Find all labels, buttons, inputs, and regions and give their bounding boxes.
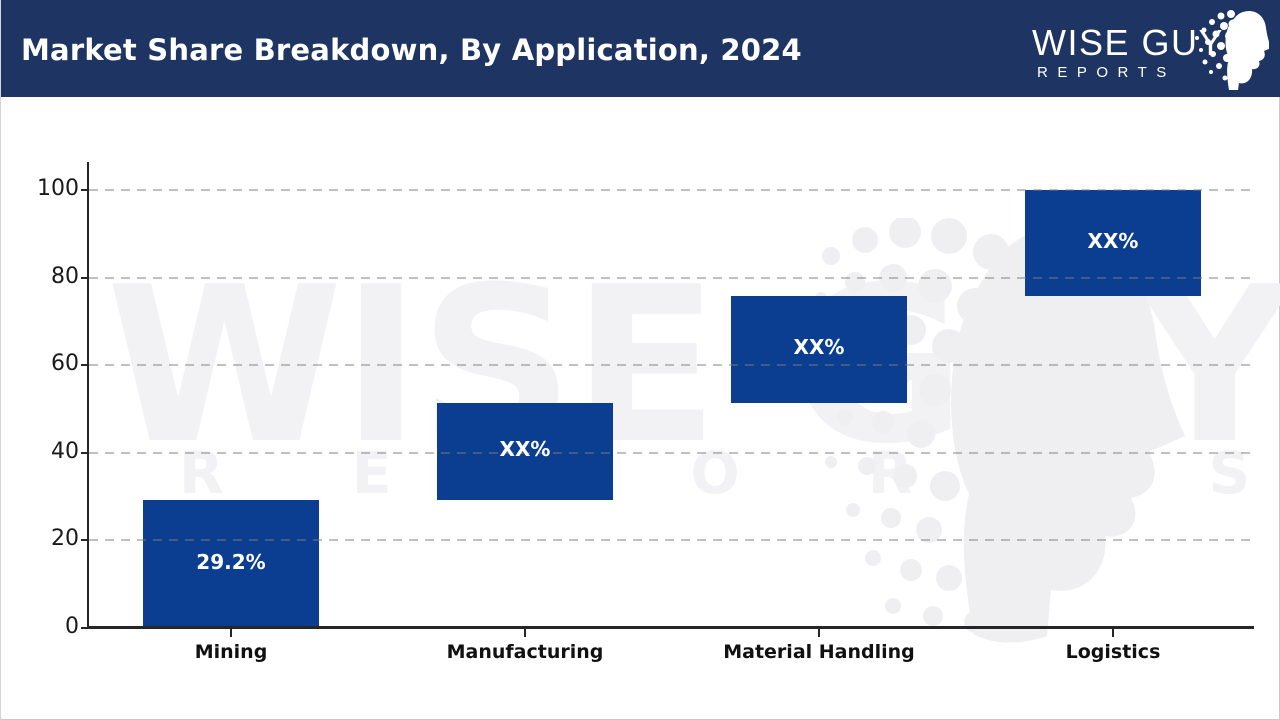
waterfall-bar-mining bbox=[143, 500, 319, 628]
y-axis-tick bbox=[81, 276, 89, 279]
y-axis-tick bbox=[81, 539, 89, 542]
y-axis-tick bbox=[81, 451, 89, 454]
gridline-80 bbox=[89, 276, 1254, 279]
x-axis-tick bbox=[1112, 629, 1114, 637]
bar-value-label: XX% bbox=[1087, 228, 1139, 253]
x-axis-tick bbox=[818, 629, 820, 637]
gridline-20 bbox=[89, 539, 1254, 542]
waterfall-bar-logistics bbox=[1025, 190, 1201, 296]
x-tick-label-mining: Mining bbox=[194, 641, 268, 663]
y-axis-tick bbox=[81, 189, 89, 191]
logo-reports-text: REPORTS bbox=[1037, 64, 1176, 81]
page-title: Market Share Breakdown, By Application, … bbox=[21, 33, 802, 67]
header-bar: Market Share Breakdown, By Application, … bbox=[1, 0, 1280, 97]
y-tick-label: 20 bbox=[51, 526, 79, 552]
waterfall-bar-material-handling bbox=[731, 295, 907, 403]
gridline-40 bbox=[89, 451, 1254, 454]
y-axis-spine bbox=[87, 162, 89, 628]
y-tick-label: 40 bbox=[51, 438, 79, 464]
bar-value-label: 29.2% bbox=[196, 550, 266, 575]
x-tick-label-logistics: Logistics bbox=[1065, 641, 1161, 663]
y-axis-tick bbox=[81, 627, 89, 629]
x-tick-label-manufacturing: Manufacturing bbox=[446, 641, 604, 663]
y-tick-label: 100 bbox=[37, 176, 79, 201]
wise-guy-reports-logo: WISE GUY REPORTS bbox=[1004, 6, 1269, 92]
x-axis-tick bbox=[230, 629, 232, 637]
logo-face-icon bbox=[1195, 10, 1269, 90]
bar-value-label: XX% bbox=[793, 335, 845, 360]
gridline-100 bbox=[89, 189, 1254, 191]
x-tick-label-material-handling: Material Handling bbox=[723, 641, 915, 663]
y-axis-tick bbox=[81, 364, 89, 367]
bar-value-label: XX% bbox=[499, 437, 551, 462]
logo-wiseguy-text: WISE GUY bbox=[1032, 22, 1225, 63]
waterfall-bar-manufacturing bbox=[437, 402, 613, 501]
x-axis-spine bbox=[87, 626, 1254, 629]
y-tick-label: 0 bbox=[65, 614, 79, 639]
y-tick-label: 60 bbox=[51, 351, 79, 377]
y-tick-label: 80 bbox=[51, 263, 79, 289]
watermark-face-icon bbox=[815, 218, 1185, 643]
gridline-60 bbox=[89, 364, 1254, 367]
x-axis-tick bbox=[524, 629, 526, 637]
